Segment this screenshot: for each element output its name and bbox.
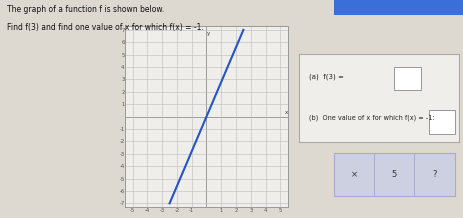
FancyBboxPatch shape [393, 67, 420, 90]
FancyBboxPatch shape [428, 110, 454, 134]
Text: The graph of a function f is shown below.: The graph of a function f is shown below… [7, 5, 164, 14]
Text: y: y [206, 31, 209, 36]
Text: Find f(3) and find one value of x for which f(x) = -1.: Find f(3) and find one value of x for wh… [7, 23, 203, 32]
Text: x: x [284, 110, 288, 115]
Text: (b)  One value of x for which f(x) = -1:: (b) One value of x for which f(x) = -1: [308, 114, 438, 121]
Text: (a)  f(3) =: (a) f(3) = [308, 73, 345, 80]
Text: 5: 5 [391, 170, 396, 179]
Text: ?: ? [431, 170, 436, 179]
Text: ×: × [350, 170, 357, 179]
